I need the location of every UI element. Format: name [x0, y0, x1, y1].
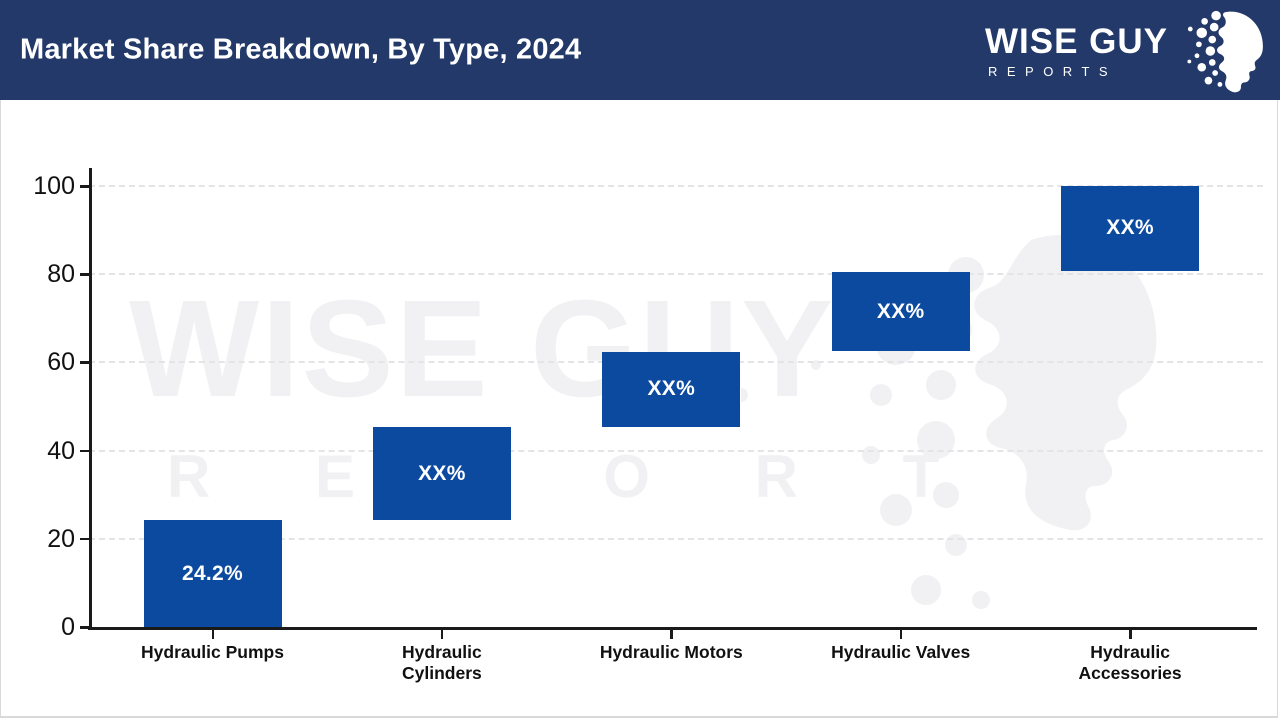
- x-axis-tick: [440, 630, 444, 639]
- y-axis-tick: [80, 537, 89, 541]
- x-axis-tick: [1129, 630, 1132, 639]
- page-title: Market Share Breakdown, By Type, 2024: [20, 33, 582, 66]
- bar-value-label: XX%: [876, 299, 925, 323]
- y-axis-line: [89, 168, 92, 629]
- y-tick-label: 80: [47, 260, 75, 289]
- gridline: [89, 185, 1263, 187]
- gridline: [89, 449, 1263, 452]
- x-category-label: Hydraulic Motors: [599, 642, 743, 662]
- y-tick-label: 20: [47, 524, 75, 553]
- x-axis-line: [88, 627, 1257, 630]
- gridline: [89, 273, 1263, 276]
- brand-subtitle: REPORTS: [987, 64, 1118, 79]
- bar-value-label: XX%: [647, 377, 696, 401]
- waterfall-chart: 0 20 40 60 80 100 24.2% Hydraulic Pumps XX% Hydra…: [1, 100, 1277, 716]
- bar: XX%: [602, 351, 741, 427]
- brand-logo-text: WISE GUY REPORTS: [985, 24, 1168, 78]
- y-tick-label: 0: [61, 613, 75, 641]
- bar-value-label: XX%: [418, 461, 466, 485]
- y-axis-tick: [80, 361, 89, 364]
- bar: 24.2%: [143, 520, 282, 627]
- x-category-label: Hydraulic Valves: [831, 642, 971, 662]
- y-tick-label: 40: [47, 436, 75, 465]
- chart-area: WISE GUY R E P O R T S 0 20 40 60 80 100 24.2%…: [0, 100, 1278, 718]
- header-bar: Market Share Breakdown, By Type, 2024 WI…: [0, 0, 1280, 100]
- y-tick-label: 100: [33, 172, 75, 200]
- x-category-label: Hydraulic Accessories: [1078, 642, 1182, 683]
- y-axis-tick: [80, 449, 89, 453]
- brand-logo: WISE GUY REPORTS: [985, 8, 1266, 94]
- y-axis-tick: [80, 185, 89, 188]
- x-category-label: Hydraulic Pumps: [141, 642, 284, 662]
- x-axis-tick: [211, 630, 214, 639]
- y-axis-tick: [80, 273, 89, 276]
- gridline: [89, 537, 1263, 540]
- bar: XX%: [1061, 186, 1200, 271]
- brand-name: WISE GUY: [984, 22, 1168, 61]
- bar: XX%: [831, 272, 970, 351]
- x-category-label: Hydraulic Cylinders: [402, 642, 482, 683]
- x-axis-tick: [670, 630, 673, 639]
- y-axis-tick: [80, 626, 89, 629]
- y-tick-label: 60: [47, 348, 75, 377]
- bar: XX%: [372, 427, 511, 521]
- x-axis-tick: [899, 630, 903, 639]
- bar-value-label: 24.2%: [181, 561, 244, 585]
- logo-head-icon: [1187, 10, 1263, 93]
- bar-value-label: XX%: [1106, 216, 1154, 240]
